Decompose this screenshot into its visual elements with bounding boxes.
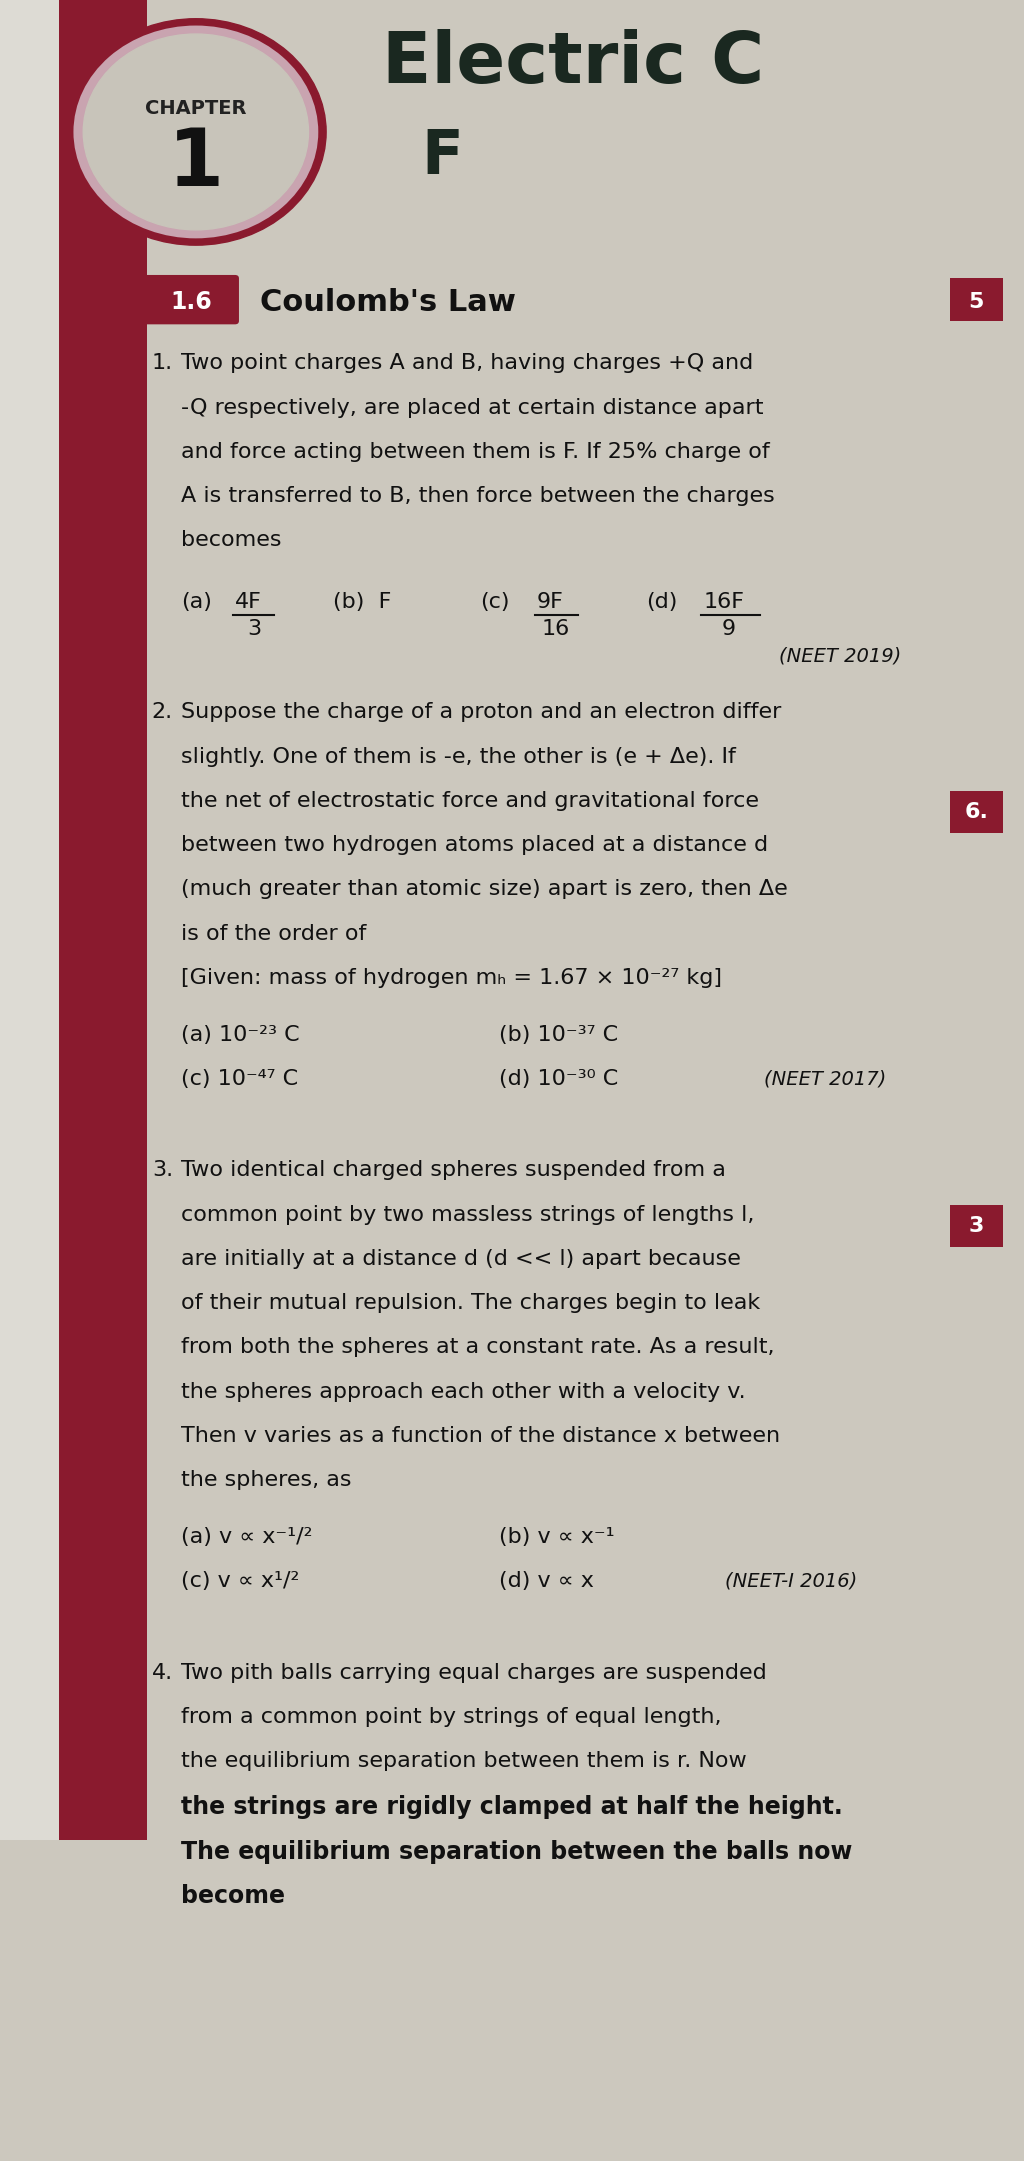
- Text: 16: 16: [542, 618, 569, 640]
- Text: The equilibrium separation between the balls now: The equilibrium separation between the b…: [181, 1839, 853, 1863]
- Text: (c): (c): [480, 592, 509, 612]
- FancyBboxPatch shape: [0, 0, 58, 1839]
- Text: Two identical charged spheres suspended from a: Two identical charged spheres suspended …: [181, 1160, 726, 1180]
- Text: 4F: 4F: [236, 592, 262, 612]
- FancyBboxPatch shape: [950, 791, 1002, 834]
- Text: (b)  F: (b) F: [333, 592, 391, 612]
- Text: Electric C: Electric C: [382, 30, 764, 99]
- Text: 2.: 2.: [152, 702, 173, 722]
- Circle shape: [66, 19, 326, 244]
- Text: the spheres approach each other with a velocity v.: the spheres approach each other with a v…: [181, 1381, 745, 1402]
- Text: between two hydrogen atoms placed at a distance d: between two hydrogen atoms placed at a d…: [181, 834, 768, 856]
- Text: 6.: 6.: [965, 802, 988, 821]
- Text: the net of electrostatic force and gravitational force: the net of electrostatic force and gravi…: [181, 791, 759, 810]
- FancyBboxPatch shape: [950, 279, 1002, 322]
- Text: becomes: becomes: [181, 529, 282, 551]
- Text: Two pith balls carrying equal charges are suspended: Two pith balls carrying equal charges ar…: [181, 1662, 767, 1683]
- Circle shape: [74, 26, 318, 238]
- Text: the strings are rigidly clamped at half the height.: the strings are rigidly clamped at half …: [181, 1796, 843, 1820]
- Text: common point by two massless strings of lengths l,: common point by two massless strings of …: [181, 1204, 755, 1225]
- Text: 9: 9: [722, 618, 736, 640]
- Text: CHAPTER: CHAPTER: [145, 99, 247, 117]
- Text: 1.6: 1.6: [170, 290, 212, 313]
- Text: (c) v ∝ x¹/²: (c) v ∝ x¹/²: [181, 1571, 300, 1590]
- Text: Two point charges A and B, having charges +Q and: Two point charges A and B, having charge…: [181, 352, 754, 374]
- Text: Suppose the charge of a proton and an electron differ: Suppose the charge of a proton and an el…: [181, 702, 781, 722]
- Text: 1: 1: [168, 125, 224, 203]
- Text: (b) 10⁻³⁷ C: (b) 10⁻³⁷ C: [500, 1024, 618, 1046]
- FancyBboxPatch shape: [143, 274, 239, 324]
- Text: F: F: [421, 127, 463, 188]
- Text: (a): (a): [181, 592, 212, 612]
- Text: (NEET 2017): (NEET 2017): [764, 1070, 886, 1089]
- Text: A is transferred to B, then force between the charges: A is transferred to B, then force betwee…: [181, 486, 775, 506]
- Text: (a) v ∝ x⁻¹/²: (a) v ∝ x⁻¹/²: [181, 1528, 312, 1547]
- FancyBboxPatch shape: [950, 1204, 1002, 1247]
- Text: 4.: 4.: [152, 1662, 173, 1683]
- Text: 3: 3: [247, 618, 261, 640]
- Text: is of the order of: is of the order of: [181, 923, 367, 944]
- Text: from both the spheres at a constant rate. As a result,: from both the spheres at a constant rate…: [181, 1338, 775, 1357]
- Text: Then v varies as a function of the distance x between: Then v varies as a function of the dista…: [181, 1426, 780, 1446]
- Text: 5: 5: [969, 292, 984, 311]
- Text: the spheres, as: the spheres, as: [181, 1469, 351, 1491]
- Text: (NEET-I 2016): (NEET-I 2016): [725, 1571, 857, 1590]
- Text: become: become: [181, 1884, 285, 1908]
- Text: [Given: mass of hydrogen mₕ = 1.67 × 10⁻²⁷ kg]: [Given: mass of hydrogen mₕ = 1.67 × 10⁻…: [181, 968, 722, 988]
- Text: 9F: 9F: [537, 592, 563, 612]
- FancyBboxPatch shape: [58, 0, 146, 1839]
- Text: (c) 10⁻⁴⁷ C: (c) 10⁻⁴⁷ C: [181, 1070, 298, 1089]
- Text: (a) 10⁻²³ C: (a) 10⁻²³ C: [181, 1024, 300, 1046]
- Text: (much greater than atomic size) apart is zero, then Δe: (much greater than atomic size) apart is…: [181, 880, 787, 899]
- FancyBboxPatch shape: [58, 0, 1002, 1839]
- Text: are initially at a distance d (d << l) apart because: are initially at a distance d (d << l) a…: [181, 1249, 741, 1269]
- Text: 1.: 1.: [152, 352, 173, 374]
- Text: (b) v ∝ x⁻¹: (b) v ∝ x⁻¹: [500, 1528, 615, 1547]
- Text: 3.: 3.: [152, 1160, 173, 1180]
- Text: 16F: 16F: [703, 592, 744, 612]
- Text: -Q respectively, are placed at certain distance apart: -Q respectively, are placed at certain d…: [181, 398, 764, 417]
- Text: (d) v ∝ x: (d) v ∝ x: [500, 1571, 594, 1590]
- Text: and force acting between them is F. If 25% charge of: and force acting between them is F. If 2…: [181, 441, 770, 462]
- Text: 3: 3: [969, 1217, 984, 1236]
- Text: the equilibrium separation between them is r. Now: the equilibrium separation between them …: [181, 1750, 746, 1772]
- Text: slightly. One of them is -e, the other is (e + Δe). If: slightly. One of them is -e, the other i…: [181, 746, 736, 767]
- Text: Coulomb's Law: Coulomb's Law: [259, 287, 515, 318]
- Text: (NEET 2019): (NEET 2019): [778, 646, 901, 666]
- Circle shape: [83, 35, 308, 229]
- Text: of their mutual repulsion. The charges begin to leak: of their mutual repulsion. The charges b…: [181, 1292, 761, 1314]
- Text: (d): (d): [646, 592, 678, 612]
- Text: from a common point by strings of equal length,: from a common point by strings of equal …: [181, 1707, 722, 1727]
- Text: (d) 10⁻³⁰ C: (d) 10⁻³⁰ C: [500, 1070, 618, 1089]
